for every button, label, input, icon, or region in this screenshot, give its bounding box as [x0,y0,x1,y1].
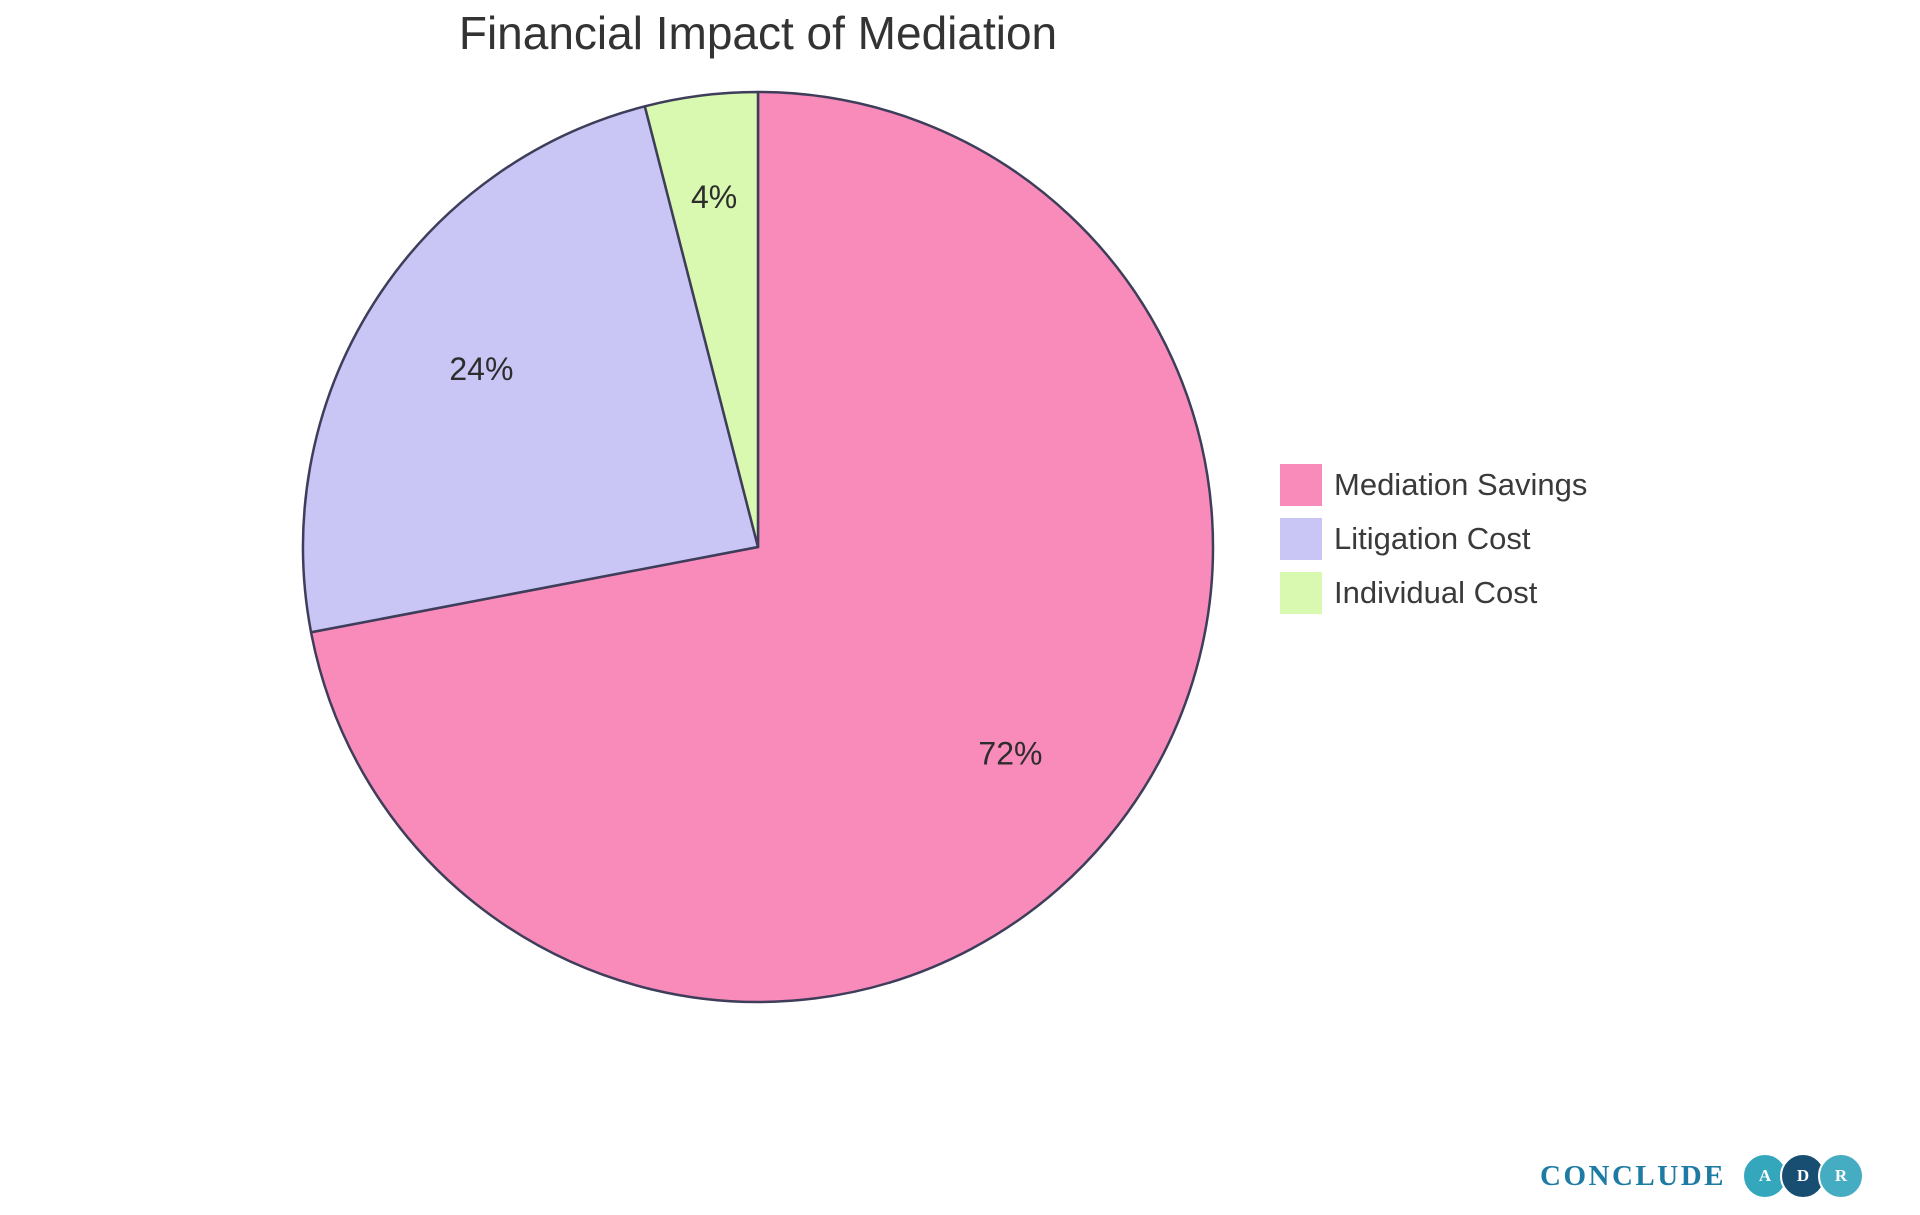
pie-slice-percent-label: 4% [691,179,737,215]
legend-label: Individual Cost [1334,575,1538,610]
brand-badge-r: R [1818,1153,1864,1199]
brand-logo: CONCLUDE A D R [1540,1153,1864,1199]
pie-slice-mediation-savings [309,90,1215,1004]
legend-item: Mediation Savings [1280,464,1587,506]
pie-chart: 72% 24% 4% [301,90,1215,1004]
brand-wordmark: CONCLUDE [1540,1159,1726,1192]
pie-slice-individual-cost [643,90,760,549]
brand-badges: A D R [1742,1153,1864,1199]
pie-slice-percent-label: 72% [978,735,1042,771]
brand-badge-a: A [1742,1153,1788,1199]
legend-label: Litigation Cost [1334,521,1531,556]
legend-swatch [1280,518,1322,560]
legend-swatch [1280,572,1322,614]
legend-label: Mediation Savings [1334,467,1588,502]
chart-title: Financial Impact of Mediation [458,7,1058,59]
pie-slice-litigation-cost [301,105,760,634]
legend-item: Litigation Cost [1280,518,1587,560]
legend: Mediation Savings Litigation Cost Indivi… [1280,464,1587,614]
legend-item: Individual Cost [1280,572,1587,614]
legend-swatch [1280,464,1322,506]
pie-slice-percent-label: 24% [449,351,513,387]
